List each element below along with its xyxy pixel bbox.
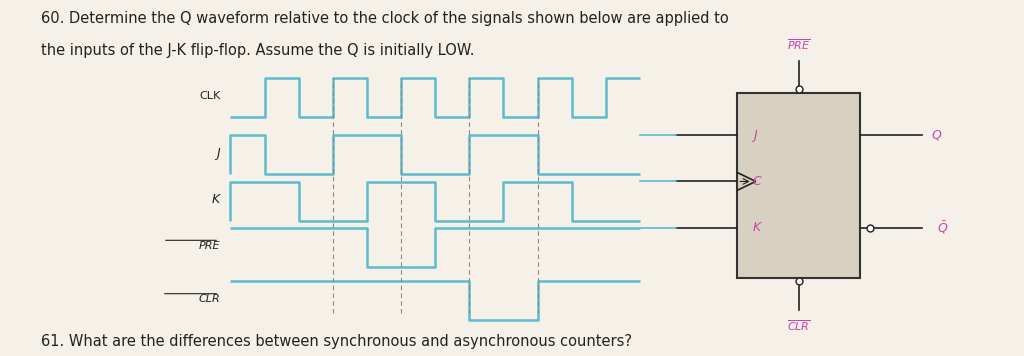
Text: $\overline{CLR}$: $\overline{CLR}$: [786, 319, 811, 333]
Text: CLK: CLK: [199, 91, 220, 101]
Text: the inputs of the J-K flip-flop. Assume the Q is initially LOW.: the inputs of the J-K flip-flop. Assume …: [41, 43, 474, 58]
Text: 61. What are the differences between synchronous and asynchronous counters?: 61. What are the differences between syn…: [41, 334, 632, 349]
Text: K: K: [212, 193, 220, 206]
Text: C: C: [753, 175, 762, 188]
FancyBboxPatch shape: [737, 93, 860, 278]
Text: K: K: [753, 221, 761, 234]
Text: 60. Determine the Q waveform relative to the clock of the signals shown below ar: 60. Determine the Q waveform relative to…: [41, 11, 729, 26]
Text: PRE: PRE: [199, 241, 220, 251]
Text: CLR: CLR: [199, 294, 220, 304]
Text: J: J: [753, 129, 757, 142]
Text: $\bar{Q}$: $\bar{Q}$: [937, 219, 948, 236]
Text: J: J: [216, 147, 220, 159]
Text: Q: Q: [932, 129, 942, 142]
Text: $\overline{PRE}$: $\overline{PRE}$: [787, 37, 810, 52]
